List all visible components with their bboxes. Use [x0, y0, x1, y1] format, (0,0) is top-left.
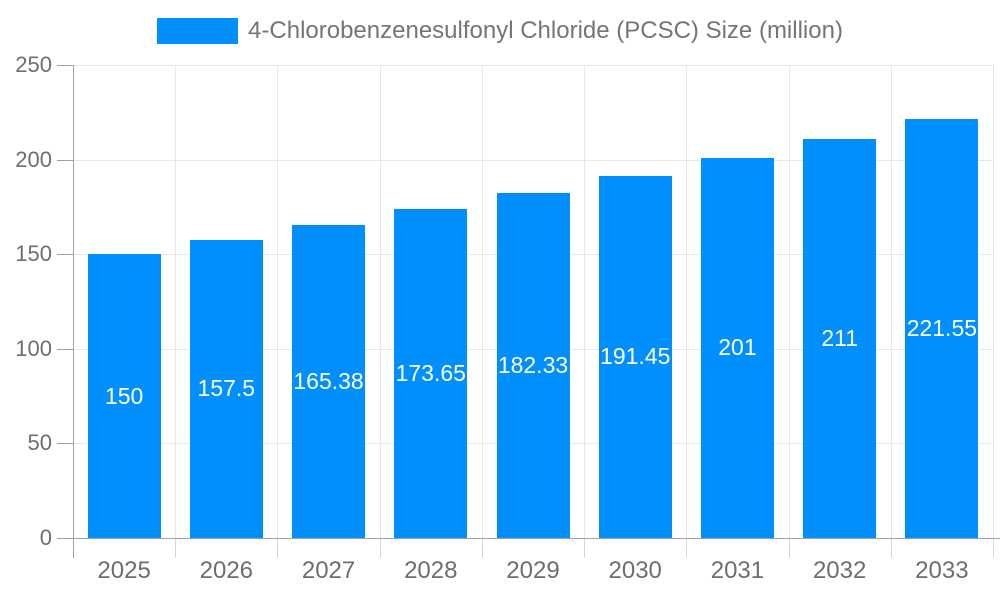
vertical-gridline [584, 65, 586, 538]
y-axis-label: 150 [15, 241, 52, 267]
vertical-gridline [379, 65, 381, 538]
y-axis-tick [57, 348, 73, 350]
x-axis-label-2026: 2026 [199, 557, 254, 584]
vertical-gridline [175, 65, 177, 538]
y-axis-line [73, 65, 74, 558]
vertical-gridline [890, 65, 892, 538]
x-axis-label-2032: 2032 [812, 557, 867, 584]
bar-2030[interactable]: 191.45 [598, 175, 672, 538]
x-axis-label-2025: 2025 [97, 557, 151, 584]
bar-value-label: 182.33 [497, 352, 569, 378]
bar-2025[interactable]: 150 [87, 254, 161, 538]
x-axis-tick [277, 539, 279, 558]
bar-value-label: 191.45 [600, 343, 671, 370]
bar-value-label: 150 [104, 382, 144, 409]
x-axis-tick [993, 539, 994, 558]
x-axis-tick [686, 539, 688, 558]
x-axis-label-2033: 2033 [915, 557, 969, 584]
y-axis-label: 50 [27, 430, 52, 456]
bar-value-label: 165.38 [293, 368, 364, 395]
legend-marker-swatch [157, 18, 239, 44]
bar-value-label: 157.5 [197, 375, 256, 402]
bar-2032[interactable]: 211 [803, 138, 877, 538]
x-axis-label-2029: 2029 [506, 557, 560, 584]
y-axis-label: 200 [15, 146, 52, 172]
bar-2031[interactable]: 201 [700, 157, 774, 538]
x-axis-label-2028: 2028 [404, 557, 458, 584]
y-axis-tick [57, 538, 73, 539]
vertical-gridline [686, 65, 688, 538]
bar-2028[interactable]: 173.65 [394, 209, 468, 538]
bar-2026[interactable]: 157.5 [189, 240, 263, 538]
bar-2027[interactable]: 165.38 [292, 225, 366, 538]
horizontal-gridline [73, 159, 993, 161]
x-axis-line [73, 538, 1000, 539]
legend-label: 4-Chlorobenzenesulfonyl Chloride (PCSC) … [248, 17, 843, 44]
x-axis-tick [890, 539, 892, 558]
x-axis-label-2030: 2030 [608, 557, 662, 584]
y-axis-tick [57, 254, 73, 256]
bar-value-label: 211 [821, 324, 858, 351]
vertical-gridline [481, 65, 483, 538]
y-axis-tick [57, 159, 73, 161]
x-axis-label-2031: 2031 [710, 557, 765, 584]
vertical-gridline [788, 65, 790, 538]
y-axis-tick [57, 443, 73, 445]
chart-legend[interactable]: 4-Chlorobenzenesulfonyl Chloride (PCSC) … [0, 16, 1000, 46]
y-axis-label: 250 [15, 52, 52, 77]
y-axis-label: 0 [39, 525, 52, 550]
x-axis-label-2027: 2027 [301, 557, 356, 584]
x-axis-tick [379, 539, 381, 558]
horizontal-gridline [73, 65, 993, 66]
bar-2033[interactable]: 221.55 [905, 118, 979, 538]
bar-2029[interactable]: 182.33 [496, 193, 570, 538]
y-axis-label: 100 [15, 335, 52, 361]
vertical-gridline [993, 65, 994, 538]
bar-value-label: 201 [718, 334, 757, 361]
x-axis-tick [788, 539, 790, 558]
x-axis-tick [481, 539, 483, 558]
bar-value-label: 173.65 [395, 360, 466, 387]
vertical-gridline [277, 65, 279, 538]
x-axis-tick [584, 539, 586, 558]
y-axis-tick [57, 65, 73, 66]
x-axis-tick [175, 539, 177, 558]
bar-value-label: 221.55 [906, 314, 978, 341]
